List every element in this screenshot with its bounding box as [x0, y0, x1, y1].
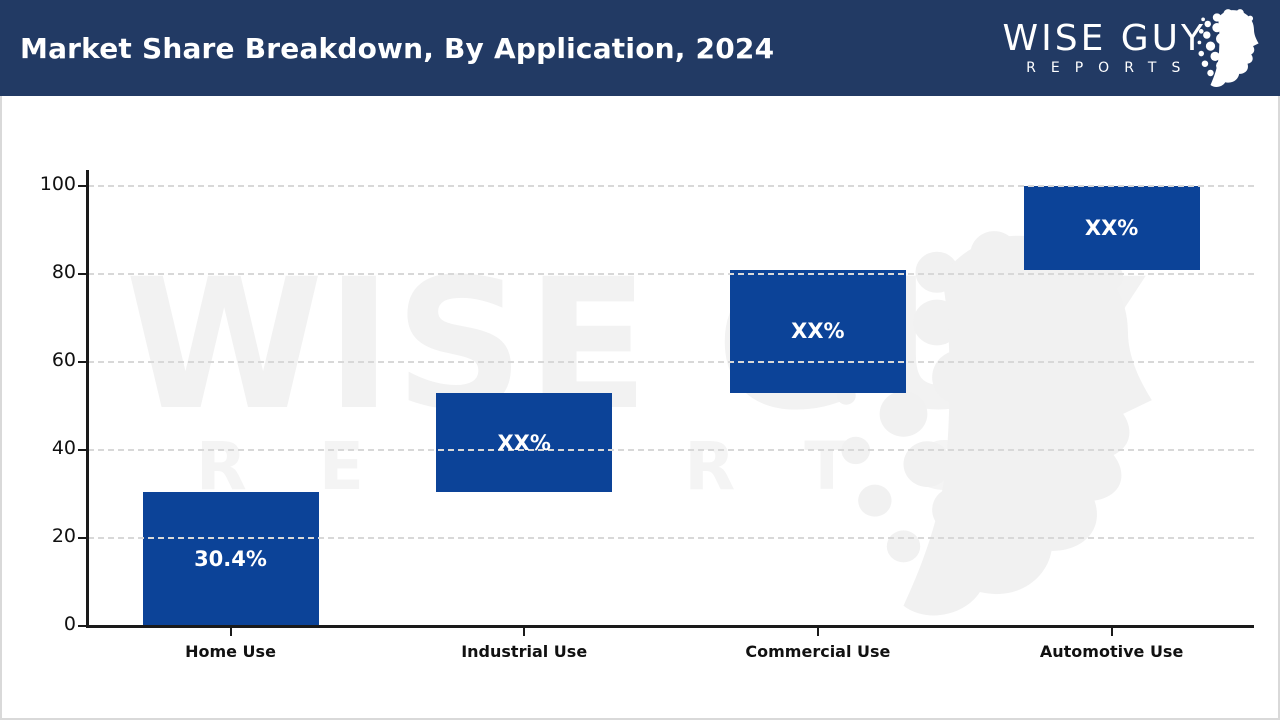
y-tick-label-0: 0	[63, 613, 76, 635]
frame-border-bottom	[0, 718, 1280, 720]
y-tick-label-60: 60	[51, 349, 76, 371]
category-label: Home Use	[185, 642, 276, 661]
y-tick-label-80: 80	[51, 261, 76, 283]
x-axis-line	[86, 625, 1254, 628]
gridline-40	[88, 449, 1254, 451]
y-tick-label-100: 100	[39, 173, 76, 195]
bar-value-label: XX%	[1084, 215, 1139, 240]
gridline-100	[88, 185, 1254, 187]
gridline-20	[88, 537, 1254, 539]
wiseguy-face-icon	[1197, 9, 1259, 87]
frame-border-right	[1278, 96, 1280, 720]
bar-segment	[436, 392, 613, 493]
y-tick-label-20: 20	[51, 525, 76, 547]
y-tick-80	[78, 273, 87, 275]
bar-segment	[729, 269, 906, 393]
brand-logo: WISE GUY REPORTS	[1003, 6, 1267, 90]
gridline-80	[88, 273, 1254, 275]
gridline-60	[88, 361, 1254, 363]
bar-value-label: XX%	[791, 319, 845, 344]
bar-value-label: 30.4%	[194, 547, 267, 572]
header-banner: Market Share Breakdown, By Application, …	[0, 0, 1280, 96]
x-tick	[1110, 628, 1113, 636]
chart-plot: WISE GUY REPORTS 0 20 40 60 80 100 30.4% Home U…	[0, 96, 1280, 718]
bar-segment	[142, 492, 319, 626]
page-title: Market Share Breakdown, By Application, …	[20, 31, 775, 65]
category-label: Automotive Use	[1039, 642, 1184, 661]
logo-wiseguy-text: WISE GUY	[1002, 17, 1206, 59]
category-label: Commercial Use	[745, 642, 891, 661]
y-tick-0	[78, 625, 87, 627]
y-tick-label-40: 40	[51, 437, 76, 459]
y-axis-line	[86, 170, 89, 628]
y-tick-100	[78, 185, 87, 187]
x-tick	[816, 628, 819, 636]
bar-value-label: XX%	[497, 430, 551, 455]
x-tick	[523, 628, 526, 636]
y-tick-60	[78, 361, 87, 363]
category-label: Industrial Use	[461, 642, 588, 661]
y-tick-20	[78, 537, 87, 539]
frame-border-left	[0, 96, 2, 720]
logo-wordmark: WISE GUY REPORTS	[1002, 17, 1207, 76]
x-tick	[229, 628, 232, 636]
bar-segment	[1023, 186, 1200, 270]
logo-reports-text: REPORTS	[1026, 59, 1196, 76]
y-tick-40	[78, 449, 87, 451]
